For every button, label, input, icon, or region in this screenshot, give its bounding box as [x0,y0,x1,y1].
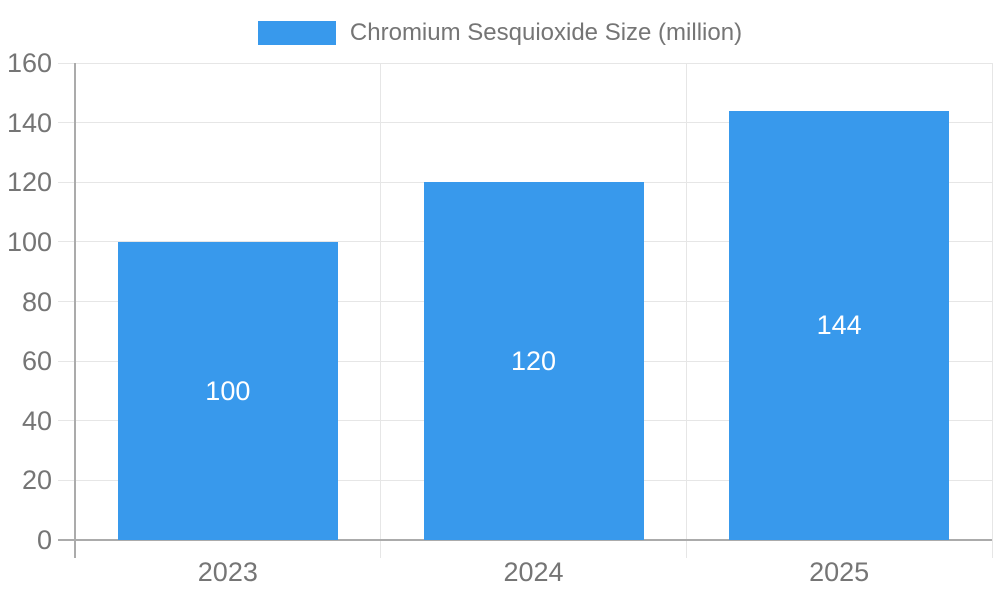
gridline-vertical [685,63,687,558]
gridline-horizontal [58,122,992,124]
legend-item[interactable]: Chromium Sesquioxide Size (million) [0,19,1000,47]
x-axis-tick-label: 2023 [197,557,258,587]
y-axis-tick-label: 160 [6,48,52,78]
bar-2025[interactable] [729,110,950,540]
y-axis-tick-label: 40 [21,405,52,436]
y-axis-tick-label: 0 [36,525,52,555]
y-axis-tick-label: 80 [21,286,52,317]
bar-value-label: 100 [205,375,251,406]
y-axis-tick-label: 60 [21,346,52,377]
bar-value-label: 144 [816,310,862,341]
y-axis-tick-label: 20 [21,465,52,496]
bar-2023[interactable] [117,241,338,540]
y-axis-tick-label: 120 [6,167,52,198]
bar-2024[interactable] [423,182,644,540]
x-axis-tick-label: 2024 [503,557,564,587]
gridline-vertical [380,63,382,558]
bar-value-label: 120 [510,346,557,377]
legend-label: Chromium Sesquioxide Size (million) [349,19,743,46]
x-axis-line [58,539,992,541]
y-axis-line [74,63,76,558]
gridline-vertical [991,63,993,558]
legend-swatch [257,21,336,45]
y-axis-tick-label: 100 [6,226,52,257]
y-axis-tick-label: 140 [6,107,52,138]
gridline-horizontal [58,62,992,64]
x-axis-tick-label: 2025 [809,557,870,587]
